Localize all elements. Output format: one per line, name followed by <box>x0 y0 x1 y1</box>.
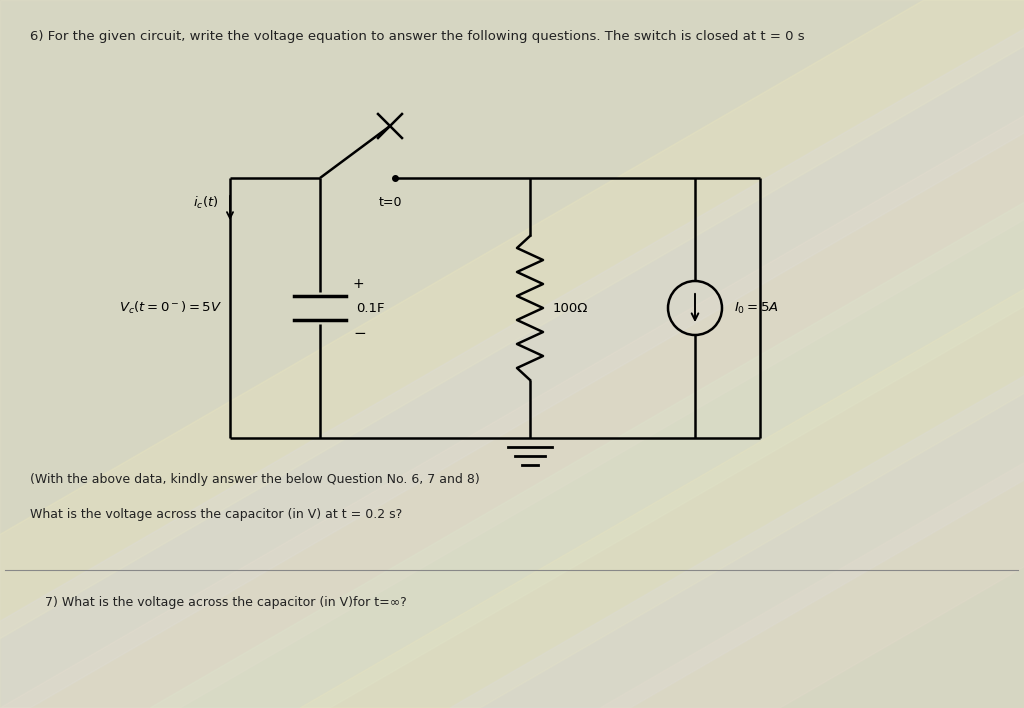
Text: −: − <box>353 326 366 341</box>
Text: $i_c(t)$: $i_c(t)$ <box>193 195 218 211</box>
Polygon shape <box>450 0 1024 708</box>
Text: What is the voltage across the capacitor (in V) at t = 0.2 s?: What is the voltage across the capacitor… <box>30 508 402 521</box>
Text: 100Ω: 100Ω <box>553 302 589 314</box>
Text: 0.1F: 0.1F <box>356 302 384 314</box>
Polygon shape <box>300 0 1024 708</box>
Text: t=0: t=0 <box>378 196 401 209</box>
Text: +: + <box>353 277 365 291</box>
Text: 7) What is the voltage across the capacitor (in V)for t=∞?: 7) What is the voltage across the capaci… <box>45 596 407 609</box>
Polygon shape <box>150 0 1024 708</box>
Text: $V_c(t{=}0^-)=5V$: $V_c(t{=}0^-)=5V$ <box>119 300 222 316</box>
Text: (With the above data, kindly answer the below Question No. 6, 7 and 8): (With the above data, kindly answer the … <box>30 473 480 486</box>
Text: $I_0=5A$: $I_0=5A$ <box>734 300 779 316</box>
Polygon shape <box>600 0 1024 708</box>
Text: 6) For the given circuit, write the voltage equation to answer the following que: 6) For the given circuit, write the volt… <box>30 30 805 43</box>
